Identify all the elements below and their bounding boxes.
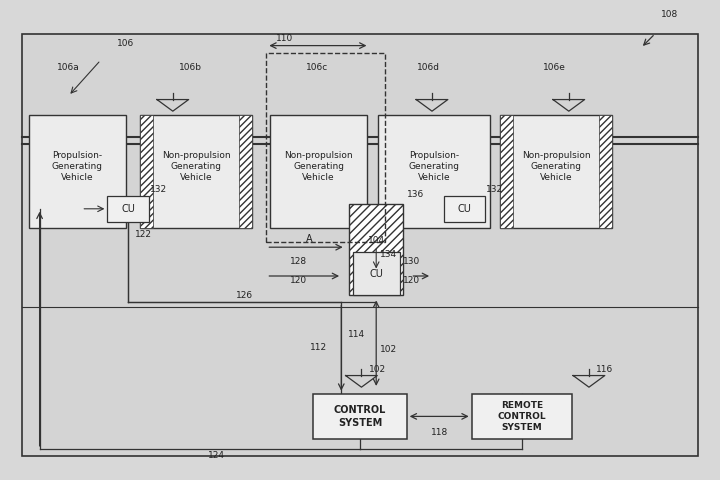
Text: 120: 120: [403, 276, 420, 285]
Bar: [599, 115, 612, 228]
Text: 114: 114: [348, 330, 365, 339]
Text: 106d: 106d: [417, 63, 440, 72]
Text: CU: CU: [121, 204, 135, 214]
Text: 126: 126: [236, 291, 253, 300]
Text: A: A: [306, 234, 313, 244]
Text: 110: 110: [276, 34, 293, 43]
Text: CU: CU: [457, 204, 472, 214]
Bar: [270, 115, 367, 228]
Bar: [349, 204, 403, 295]
Text: 124: 124: [207, 451, 225, 460]
Text: 132: 132: [486, 185, 503, 194]
Text: Non-propulsion
Generating
Vehicle: Non-propulsion Generating Vehicle: [162, 151, 230, 182]
Text: Propulsion-
Generating
Vehicle: Propulsion- Generating Vehicle: [408, 151, 459, 182]
Text: Propulsion-
Generating
Vehicle: Propulsion- Generating Vehicle: [52, 151, 103, 182]
Bar: [29, 115, 126, 228]
Text: 112: 112: [310, 344, 327, 352]
Bar: [500, 115, 513, 228]
Bar: [140, 115, 252, 228]
Text: Non-propulsion
Generating
Vehicle: Non-propulsion Generating Vehicle: [284, 151, 353, 182]
Text: 120: 120: [290, 276, 307, 285]
Text: 106c: 106c: [306, 63, 328, 72]
Text: 106e: 106e: [543, 63, 566, 72]
Text: REMOTE
CONTROL
SYSTEM: REMOTE CONTROL SYSTEM: [498, 401, 546, 432]
Bar: [140, 115, 153, 228]
Text: 130: 130: [403, 257, 420, 266]
Text: 132: 132: [150, 185, 167, 194]
Bar: [313, 394, 407, 439]
Text: CONTROL
SYSTEM: CONTROL SYSTEM: [334, 405, 386, 428]
Text: 122: 122: [135, 230, 153, 240]
Bar: [472, 394, 572, 439]
Bar: [444, 196, 485, 222]
Bar: [239, 115, 252, 228]
Text: 102: 102: [369, 365, 386, 374]
Text: 136: 136: [407, 190, 424, 199]
Bar: [378, 115, 490, 228]
Text: 102: 102: [380, 345, 397, 354]
Bar: [22, 34, 698, 456]
Text: 108: 108: [661, 10, 678, 19]
Text: 106b: 106b: [179, 63, 202, 72]
Text: 118: 118: [431, 428, 448, 437]
Text: 106a: 106a: [57, 63, 80, 72]
Bar: [107, 196, 149, 222]
Text: CU: CU: [369, 269, 383, 278]
Text: 128: 128: [290, 257, 307, 266]
Text: 134: 134: [380, 250, 397, 259]
Text: Non-propulsion
Generating
Vehicle: Non-propulsion Generating Vehicle: [522, 151, 590, 182]
Bar: [500, 115, 612, 228]
Bar: [353, 252, 400, 295]
Text: 104: 104: [368, 236, 384, 245]
Text: 116: 116: [596, 365, 613, 374]
Text: 106: 106: [117, 39, 135, 48]
Bar: [266, 53, 385, 242]
